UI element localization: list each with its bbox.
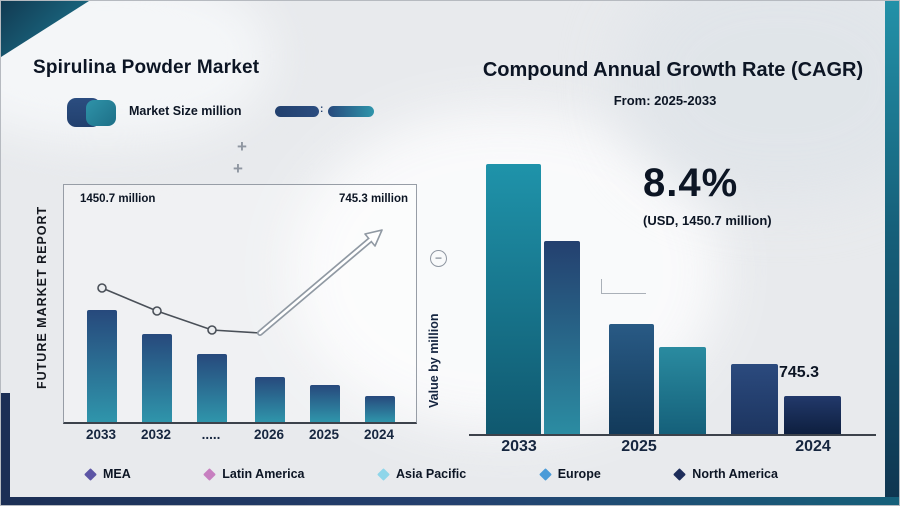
left-edge-strip xyxy=(1,393,10,505)
diamond-marker-icon xyxy=(84,467,97,481)
market-size-x-axis: 2033 2032..... 2026 2025 2024 xyxy=(63,427,415,445)
market-size-legend-label: Market Size million xyxy=(129,104,242,118)
growth-arrow-shaft xyxy=(258,238,372,335)
cagr-subtitle: From: 2025-2033 xyxy=(613,93,717,108)
chart-annotation-2033: 1450.7 million xyxy=(80,193,156,205)
market-size-bar-2024 xyxy=(365,396,395,422)
region-legend: MEA Latin America Asia Pacific Europe North … xyxy=(84,467,778,481)
trend-line xyxy=(101,287,261,334)
market-size-bar-..... xyxy=(197,354,227,422)
cagr-bar-1 xyxy=(486,164,541,434)
legend-item-label: MEA xyxy=(103,467,131,481)
decorative-bracket xyxy=(601,279,646,294)
diamond-marker-icon xyxy=(377,467,390,481)
cagr-x-axis-label-2025: 2025 xyxy=(621,438,657,455)
diamond-marker-icon xyxy=(673,467,687,481)
legend-item-label: Asia Pacific xyxy=(396,467,467,481)
cagr-x-axis-label-2033: 2033 xyxy=(501,438,537,455)
growth-arrow-shaft xyxy=(257,237,373,336)
cagr-bar-3 xyxy=(609,324,654,434)
x-axis-label-2025: 2025 xyxy=(308,427,340,442)
legend-item-europe: Europe xyxy=(538,467,601,481)
page-title: Spirulina Powder Market xyxy=(33,57,260,78)
legend-item-label: North America xyxy=(692,467,778,481)
cagr-bar-2 xyxy=(544,241,580,434)
legend-item-north-america: North America xyxy=(673,467,778,481)
trend-marker xyxy=(207,325,217,335)
market-size-bar-2033 xyxy=(87,310,117,422)
right-edge-strip xyxy=(885,1,899,505)
cagr-basis: (USD, 1450.7 million) xyxy=(643,213,772,228)
growth-arrow-head xyxy=(364,229,383,247)
pill-decoration-gradient xyxy=(328,106,374,117)
pill-decoration-navy xyxy=(275,106,319,117)
legend-item-mea: MEA xyxy=(84,467,131,481)
cagr-annotation-745: 745.3 xyxy=(779,364,820,381)
x-axis-label-2026: 2026 xyxy=(253,427,285,442)
cagr-bar-6 xyxy=(784,396,841,434)
market-size-chart: 1450.7 million 745.3 million xyxy=(63,184,417,424)
disc-icon-teal xyxy=(86,100,116,126)
background-blob xyxy=(621,1,899,201)
legend-item-label: Latin America xyxy=(222,467,305,481)
market-size-disc-icon xyxy=(67,98,119,127)
cagr-chart: 745.3 xyxy=(469,156,876,436)
cagr-title: Compound Annual Growth Rate (CAGR) xyxy=(482,59,864,81)
value-by-million-label: Value by million xyxy=(427,313,441,409)
cagr-percentage: 8.4% xyxy=(643,161,739,205)
diamond-marker-icon xyxy=(538,467,552,481)
trend-marker xyxy=(152,306,162,316)
market-size-bar-2032 xyxy=(142,334,172,422)
legend-item-label: Europe xyxy=(557,467,601,481)
cagr-bar-5 xyxy=(731,364,778,434)
cagr-x-axis-label-2024: 2024 xyxy=(795,438,831,455)
separator-dots: : xyxy=(320,104,324,115)
diamond-marker-icon xyxy=(203,467,217,481)
legend-item-asia-pacific: Asia Pacific xyxy=(377,467,467,481)
chart-annotation-2024: 745.3 million xyxy=(338,193,408,205)
market-size-bar-2025 xyxy=(310,385,340,422)
legend-item-latin-america: Latin America xyxy=(203,467,305,481)
trend-marker xyxy=(97,283,107,293)
plus-icon: + xyxy=(237,137,247,156)
bottom-edge-strip xyxy=(1,497,899,505)
x-axis-label-2032: 2032 xyxy=(140,427,172,442)
x-axis-label-2033: 2033 xyxy=(85,427,117,442)
market-size-bar-2026 xyxy=(255,377,285,422)
minus-circle-icon: − xyxy=(430,250,447,267)
cagr-x-axis: 2033 2025 2024 xyxy=(469,438,876,458)
x-axis-label-.....: ..... xyxy=(201,427,221,442)
cagr-bar-4 xyxy=(659,347,706,434)
future-market-report-label: FUTURE MARKET REPORT xyxy=(35,205,49,389)
x-axis-label-2024: 2024 xyxy=(363,427,395,442)
plus-icon: + xyxy=(233,159,243,178)
